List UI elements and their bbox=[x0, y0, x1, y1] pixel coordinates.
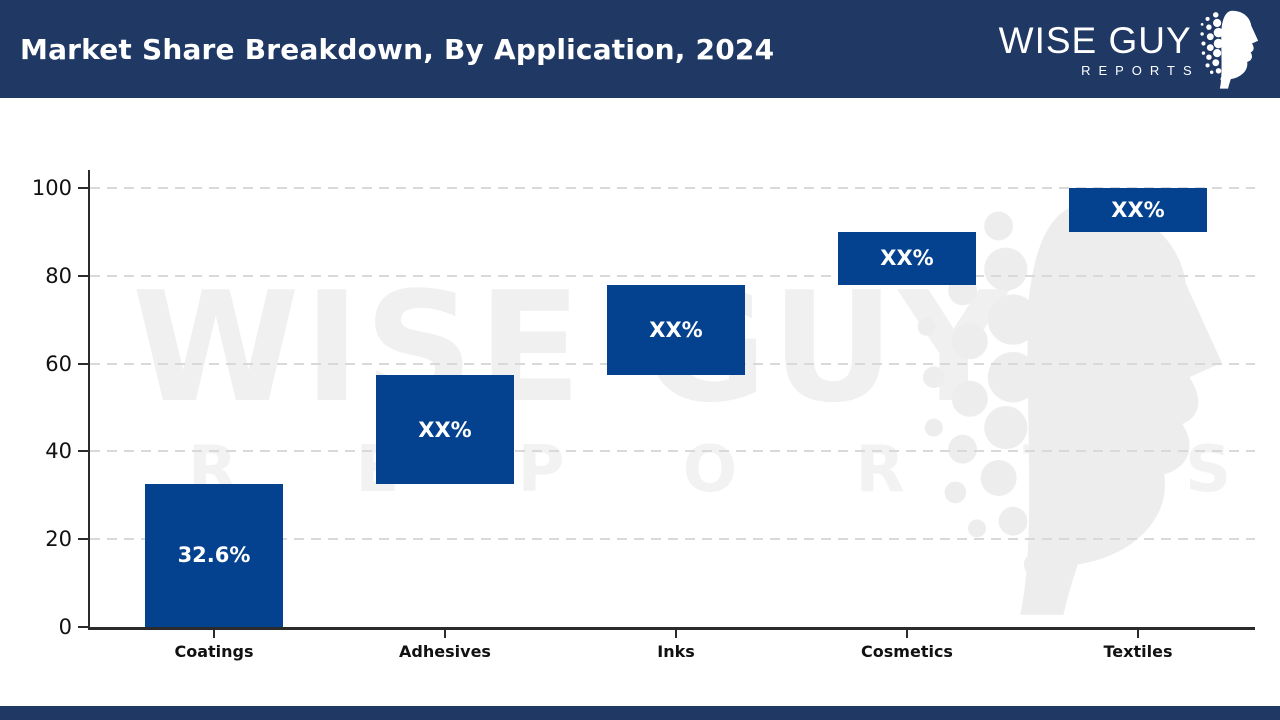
bar-inks: XX% bbox=[607, 285, 745, 376]
wise-guy-reports-logo: WISE GUY REPORTS bbox=[999, 8, 1266, 90]
x-tick-label-inks: Inks bbox=[657, 642, 695, 661]
x-tick-adhesives bbox=[444, 627, 446, 638]
bar-value-label-inks: XX% bbox=[649, 318, 703, 343]
y-tick-label-60: 60 bbox=[45, 351, 72, 376]
y-tick-label-100: 100 bbox=[31, 176, 72, 200]
bar-value-label-adhesives: XX% bbox=[418, 417, 472, 442]
gridline-40 bbox=[90, 450, 1255, 453]
y-tick-label-80: 80 bbox=[45, 263, 72, 288]
bar-cosmetics: XX% bbox=[838, 231, 976, 285]
plot-area: 0 20 40 60 80 100 32.6% Coatings XX% Adhesives XX%… bbox=[32, 170, 1255, 661]
y-tick-100 bbox=[78, 187, 88, 189]
x-tick-label-coatings: Coatings bbox=[174, 642, 254, 661]
chart-title: Market Share Breakdown, By Application, … bbox=[20, 32, 775, 66]
x-tick-inks bbox=[675, 627, 677, 638]
logo-wordmark-main: WISE GUY bbox=[998, 19, 1192, 61]
y-tick-80 bbox=[78, 274, 88, 277]
bar-value-label-textiles: XX% bbox=[1111, 197, 1165, 222]
x-tick-label-cosmetics: Cosmetics bbox=[861, 642, 953, 661]
x-tick-cosmetics bbox=[906, 627, 908, 638]
gridline-20 bbox=[90, 538, 1255, 541]
x-tick-label-textiles: Textiles bbox=[1103, 642, 1173, 661]
y-tick-40 bbox=[78, 450, 88, 453]
bar-adhesives: XX% bbox=[376, 375, 514, 484]
logo-face-icon bbox=[1200, 10, 1258, 89]
bar-value-label-cosmetics: XX% bbox=[880, 246, 934, 271]
gridline-100 bbox=[90, 187, 1255, 189]
y-tick-label-40: 40 bbox=[45, 439, 72, 464]
y-tick-label-20: 20 bbox=[45, 527, 72, 552]
x-tick-label-adhesives: Adhesives bbox=[399, 642, 491, 661]
y-tick-20 bbox=[78, 538, 88, 541]
logo-wordmark: WISE GUY REPORTS bbox=[999, 22, 1192, 77]
y-tick-60 bbox=[78, 362, 88, 365]
logo-wordmark-sub: REPORTS bbox=[1081, 62, 1200, 78]
y-tick-0 bbox=[78, 626, 88, 628]
gridline-80 bbox=[90, 274, 1255, 277]
x-tick-textiles bbox=[1137, 627, 1139, 638]
watermark-wiseguy-text: WISE GUY bbox=[132, 259, 1013, 436]
bar-textiles: XX% bbox=[1069, 188, 1207, 232]
y-tick-label-0: 0 bbox=[58, 615, 72, 639]
header-bar: Market Share Breakdown, By Application, … bbox=[0, 0, 1280, 98]
x-tick-coatings bbox=[213, 627, 215, 638]
bar-value-label-coatings: 32.6% bbox=[177, 543, 251, 568]
footer-bar bbox=[0, 706, 1280, 720]
bar-coatings: 32.6% bbox=[145, 483, 283, 627]
